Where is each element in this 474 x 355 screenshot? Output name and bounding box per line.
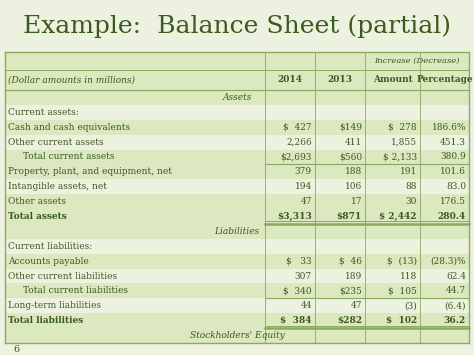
Bar — [5, 269, 469, 284]
Text: Cash and cash equivalents: Cash and cash equivalents — [8, 123, 130, 132]
Bar — [5, 194, 469, 209]
Text: $  427: $ 427 — [283, 123, 312, 132]
Text: 191: 191 — [400, 167, 417, 176]
Text: 186.6%: 186.6% — [431, 123, 466, 132]
Text: 451.3: 451.3 — [440, 138, 466, 147]
Text: Increase (Decrease): Increase (Decrease) — [374, 57, 460, 65]
Text: Other current liabilities: Other current liabilities — [8, 272, 117, 280]
Text: 88: 88 — [405, 182, 417, 191]
Bar — [5, 254, 469, 269]
Text: 280.4: 280.4 — [438, 212, 466, 221]
Text: $   33: $ 33 — [286, 257, 312, 266]
Text: $  340: $ 340 — [283, 286, 312, 295]
Bar — [5, 239, 469, 254]
Text: $2,693: $2,693 — [281, 152, 312, 162]
Bar — [5, 105, 469, 120]
Bar — [5, 135, 469, 149]
Text: Property, plant, and equipment, net: Property, plant, and equipment, net — [8, 167, 172, 176]
Text: 47: 47 — [350, 301, 362, 310]
Text: Current assets:: Current assets: — [8, 108, 79, 117]
Text: 83.0: 83.0 — [446, 182, 466, 191]
Text: 194: 194 — [295, 182, 312, 191]
Text: Intangible assets, net: Intangible assets, net — [8, 182, 107, 191]
Bar — [5, 313, 469, 328]
Bar — [5, 52, 469, 343]
Text: 380.9: 380.9 — [440, 152, 466, 162]
Text: 44.7: 44.7 — [446, 286, 466, 295]
Text: Other assets: Other assets — [8, 197, 66, 206]
Bar — [5, 298, 469, 313]
Text: $560: $560 — [339, 152, 362, 162]
Text: Total assets: Total assets — [8, 212, 67, 221]
Text: 62.4: 62.4 — [446, 272, 466, 280]
Text: Other current assets: Other current assets — [8, 138, 104, 147]
Bar — [5, 149, 469, 164]
Text: $  105: $ 105 — [388, 286, 417, 295]
Text: 101.6: 101.6 — [440, 167, 466, 176]
Text: 36.2: 36.2 — [444, 316, 466, 325]
Text: Total liabilities: Total liabilities — [8, 316, 83, 325]
Text: Assets: Assets — [222, 93, 252, 102]
Text: 30: 30 — [406, 197, 417, 206]
Text: 379: 379 — [295, 167, 312, 176]
Bar — [5, 179, 469, 194]
Bar — [5, 164, 469, 179]
Text: Example:  Balance Sheet (partial): Example: Balance Sheet (partial) — [23, 14, 451, 38]
Text: Total current assets: Total current assets — [23, 152, 115, 162]
Bar — [5, 328, 469, 343]
Bar — [5, 52, 469, 70]
Text: (Dollar amounts in millions): (Dollar amounts in millions) — [8, 76, 135, 84]
Text: $ 2,442: $ 2,442 — [380, 212, 417, 221]
Text: 118: 118 — [400, 272, 417, 280]
Bar — [5, 284, 469, 298]
Bar — [5, 70, 469, 90]
Text: $149: $149 — [339, 123, 362, 132]
Text: Stockholders' Equity: Stockholders' Equity — [190, 331, 284, 340]
Text: (6.4): (6.4) — [445, 301, 466, 310]
Text: $  46: $ 46 — [339, 257, 362, 266]
Text: 176.5: 176.5 — [440, 197, 466, 206]
Text: $282: $282 — [337, 316, 362, 325]
Text: (3): (3) — [404, 301, 417, 310]
Text: Total current liabilities: Total current liabilities — [23, 286, 128, 295]
Text: Amount: Amount — [373, 76, 412, 84]
Text: Liabilities: Liabilities — [214, 227, 260, 236]
Bar — [5, 90, 469, 105]
Text: 106: 106 — [345, 182, 362, 191]
Text: Long-term liabilities: Long-term liabilities — [8, 301, 101, 310]
Bar — [5, 224, 469, 239]
Text: 2014: 2014 — [277, 76, 302, 84]
Text: $871: $871 — [337, 212, 362, 221]
Text: Percentage: Percentage — [416, 76, 473, 84]
Text: 188: 188 — [345, 167, 362, 176]
Text: 411: 411 — [345, 138, 362, 147]
Text: 47: 47 — [301, 197, 312, 206]
Text: 44: 44 — [301, 301, 312, 310]
Text: Current liabilities:: Current liabilities: — [8, 242, 92, 251]
Text: 2,266: 2,266 — [286, 138, 312, 147]
Text: $  278: $ 278 — [388, 123, 417, 132]
Bar — [5, 120, 469, 135]
Text: 1,855: 1,855 — [391, 138, 417, 147]
Text: 189: 189 — [345, 272, 362, 280]
Bar — [5, 209, 469, 224]
Text: $  (13): $ (13) — [387, 257, 417, 266]
Text: $  102: $ 102 — [386, 316, 417, 325]
Text: $235: $235 — [339, 286, 362, 295]
Text: (28.3)%: (28.3)% — [430, 257, 466, 266]
Text: Accounts payable: Accounts payable — [8, 257, 89, 266]
Text: $  384: $ 384 — [281, 316, 312, 325]
Text: 17: 17 — [350, 197, 362, 206]
Text: 6: 6 — [13, 345, 19, 354]
Text: 307: 307 — [295, 272, 312, 280]
Text: $3,313: $3,313 — [277, 212, 312, 221]
Text: 2013: 2013 — [328, 76, 353, 84]
Text: $ 2,133: $ 2,133 — [383, 152, 417, 162]
